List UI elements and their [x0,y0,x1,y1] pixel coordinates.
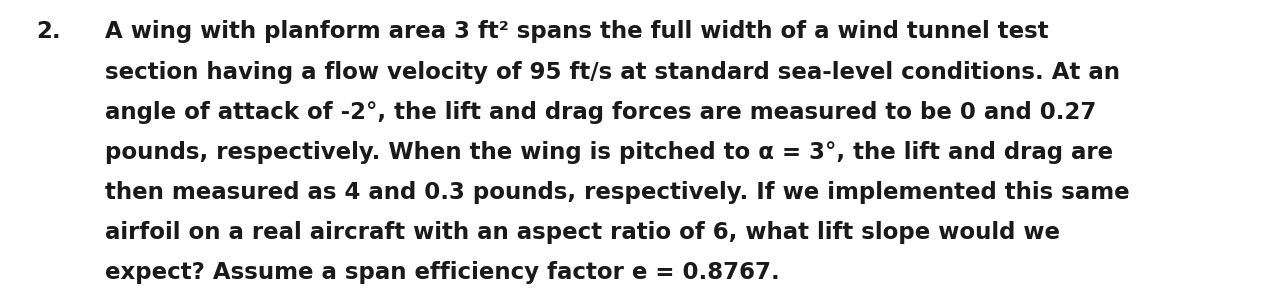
Text: expect? Assume a span efficiency factor e = 0.8767.: expect? Assume a span efficiency factor … [105,261,780,284]
Text: airfoil on a real aircraft with an aspect ratio of 6, what lift slope would we: airfoil on a real aircraft with an aspec… [105,221,1060,244]
Text: A wing with planform area 3 ft² spans the full width of a wind tunnel test: A wing with planform area 3 ft² spans th… [105,20,1048,43]
Text: section having a flow velocity of 95 ft/s at standard sea-level conditions. At a: section having a flow velocity of 95 ft/… [105,61,1120,84]
Text: angle of attack of -2°, the lift and drag forces are measured to be 0 and 0.27: angle of attack of -2°, the lift and dra… [105,101,1097,124]
Text: then measured as 4 and 0.3 pounds, respectively. If we implemented this same: then measured as 4 and 0.3 pounds, respe… [105,181,1129,204]
Text: 2.: 2. [36,20,60,43]
Text: pounds, respectively. When the wing is pitched to α = 3°, the lift and drag are: pounds, respectively. When the wing is p… [105,141,1114,164]
